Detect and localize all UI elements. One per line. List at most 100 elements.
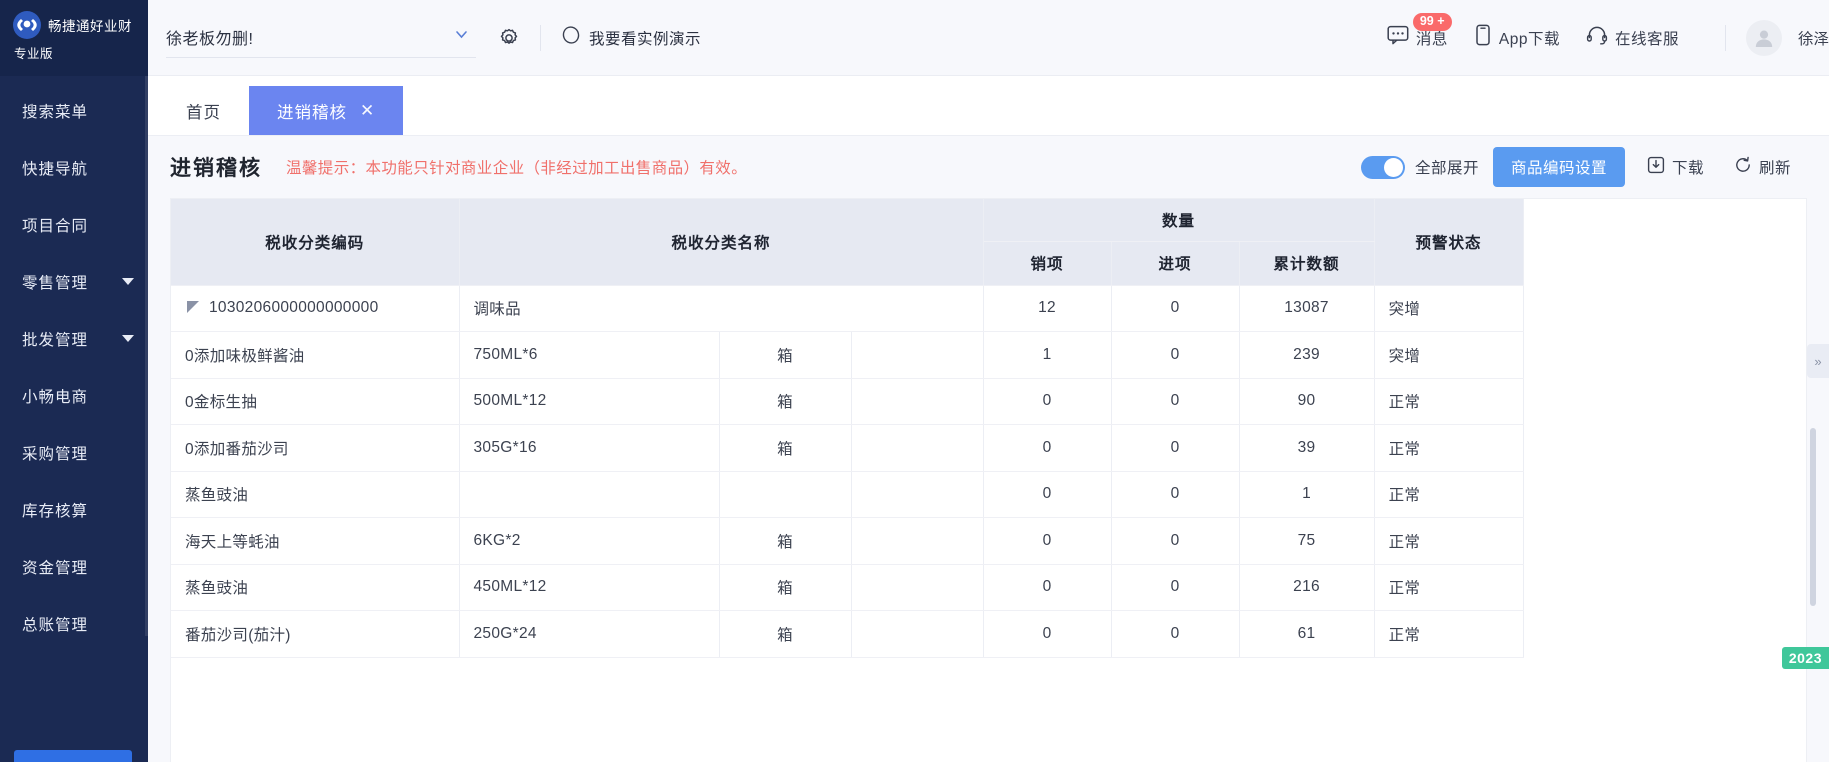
expand-all-toggle[interactable]: 全部展开 — [1360, 155, 1479, 179]
table-row[interactable]: 0添加味极鲜酱油 750ML*6 箱 1 0 239 突增 — [171, 331, 1524, 379]
table-head-row-1: 税收分类编码 税收分类名称 数量 预警状态 — [171, 199, 1524, 286]
sidebar-item-label: 总账管理 — [22, 616, 89, 634]
sidebar-scrollbar[interactable] — [145, 76, 148, 636]
chevron-double-right-icon: » — [1814, 353, 1822, 369]
cell-xiaoxiang: 0 — [983, 610, 1112, 658]
toolbar-actions: 全部展开 商品编码设置 下载 — [1360, 147, 1807, 187]
brand-edition: 专业版 — [14, 47, 54, 61]
year-badge[interactable]: 2023 — [1781, 647, 1829, 669]
table-row[interactable]: 海天上等蚝油 6KG*2 箱 0 0 75 正常 — [171, 517, 1524, 565]
status-badge: 正常 — [1374, 424, 1524, 472]
status-badge: 突增 — [1374, 331, 1524, 379]
th-name[interactable]: 税收分类名称 — [459, 199, 984, 286]
gear-icon[interactable] — [498, 27, 520, 49]
status-badge: 正常 — [1374, 378, 1524, 425]
sidebar-item-retail-management[interactable]: 零售管理 — [0, 253, 148, 310]
content-area: 进销稽核 温馨提示：本功能只针对商业企业（非经过加工出售商品）有效。 全部展开 … — [148, 136, 1829, 762]
table-row[interactable]: 0添加番茄沙司 305G*16 箱 0 0 39 正常 — [171, 424, 1524, 472]
audit-table-wrapper: 税收分类编码 税收分类名称 数量 预警状态 销项 进项 累计数额 — [170, 198, 1807, 762]
sidebar-item-inventory-accounting[interactable]: 库存核算 — [0, 481, 148, 538]
avatar — [1745, 19, 1782, 56]
th-code[interactable]: 税收分类编码 — [171, 199, 460, 286]
mobile-icon — [1474, 24, 1492, 51]
table-row[interactable]: 0金标生抽 500ML*12 箱 0 0 90 正常 — [171, 378, 1524, 425]
cell-product-name: 蒸鱼豉油 — [171, 564, 460, 611]
th-status[interactable]: 预警状态 — [1374, 199, 1524, 286]
org-selector[interactable]: 徐老板勿删! — [166, 18, 476, 58]
cell-product-name: 蒸鱼豉油 — [171, 471, 460, 518]
user-menu[interactable]: 徐泽 — [1745, 19, 1829, 56]
th-quantity-group: 数量 — [983, 199, 1375, 242]
chevron-down-icon — [453, 26, 470, 48]
close-icon[interactable]: ✕ — [360, 100, 376, 120]
table-row[interactable]: 蒸鱼豉油 450ML*12 箱 0 0 216 正常 — [171, 564, 1524, 611]
sidebar-item-fund-management[interactable]: 资金管理 — [0, 538, 148, 595]
cell-unit: 箱 — [719, 610, 852, 658]
sidebar-item-label: 小畅电商 — [22, 388, 89, 406]
cell-spec: 250G*24 — [459, 610, 720, 658]
sidebar-item-label: 批发管理 — [22, 331, 89, 349]
sidebar-item-xiaochang-ecommerce[interactable]: 小畅电商 — [0, 367, 148, 424]
demo-link[interactable]: 我要看实例演示 — [561, 25, 701, 50]
sidebar-item-general-ledger[interactable]: 总账管理 — [0, 595, 148, 652]
download-button[interactable]: 下载 — [1639, 147, 1712, 187]
cell-spec: 750ML*6 — [459, 331, 720, 379]
refresh-button[interactable]: 刷新 — [1726, 147, 1807, 187]
vertical-scrollbar[interactable] — [1810, 428, 1816, 606]
sidebar-item-wholesale-management[interactable]: 批发管理 — [0, 310, 148, 367]
cell-accumulated: 90 — [1239, 378, 1375, 425]
th-jinxiang[interactable]: 进项 — [1111, 241, 1240, 286]
table-row[interactable]: 番茄沙司(茄汁) 250G*24 箱 0 0 61 正常 — [171, 610, 1524, 658]
cell-name: 调味品 — [459, 285, 984, 332]
status-badge: 正常 — [1374, 564, 1524, 611]
cell-xiaoxiang: 0 — [983, 517, 1112, 565]
cell-spec — [459, 471, 720, 518]
cell-blank — [851, 564, 984, 611]
cell-product-name: 0添加番茄沙司 — [171, 424, 460, 472]
sidebar-item-label: 项目合同 — [22, 217, 89, 235]
table-row[interactable]: 蒸鱼豉油 0 0 1 正常 — [171, 471, 1524, 518]
sidebar-item-label: 库存核算 — [22, 502, 89, 520]
cell-jinxiang: 0 — [1111, 564, 1240, 611]
cell-product-name: 0添加味极鲜酱油 — [171, 331, 460, 379]
header-divider-2 — [1724, 24, 1726, 51]
sidebar-item-search-menu[interactable]: 搜索菜单 — [0, 82, 148, 139]
th-xiaoxiang[interactable]: 销项 — [983, 241, 1112, 286]
tab-home[interactable]: 首页 — [158, 86, 249, 135]
cell-jinxiang: 0 — [1111, 610, 1240, 658]
table-head-row-2: 销项 进项 累计数额 — [171, 241, 1523, 286]
chevron-down-icon — [122, 278, 134, 285]
messages-badge: 99 + — [1412, 13, 1452, 31]
page-title: 进销稽核 — [170, 157, 262, 180]
cell-unit — [719, 471, 852, 518]
expand-all-label: 全部展开 — [1414, 160, 1479, 177]
tab-jinxiao-jihe[interactable]: 进销稽核 ✕ — [249, 86, 404, 135]
messages-button[interactable]: 消息 99 + — [1387, 13, 1452, 50]
cell-xiaoxiang: 0 — [983, 564, 1112, 611]
cell-unit: 箱 — [719, 378, 852, 425]
cell-jinxiang: 0 — [1111, 331, 1240, 379]
toggle-switch[interactable] — [1360, 155, 1405, 179]
chevron-down-icon — [122, 335, 134, 342]
cell-blank — [851, 610, 984, 658]
online-service-button[interactable]: 在线客服 — [1586, 25, 1679, 50]
cell-accumulated: 39 — [1239, 424, 1375, 472]
sidebar-item-purchase-management[interactable]: 采购管理 — [0, 424, 148, 481]
cell-code: 1030206000000000000 — [171, 285, 460, 332]
cell-accumulated: 216 — [1239, 564, 1375, 611]
triangle-expanded-icon[interactable] — [187, 301, 199, 314]
cell-jinxiang: 0 — [1111, 378, 1240, 425]
table-row[interactable]: 1030206000000000000 调味品 12 0 13087 突增 — [171, 285, 1524, 332]
app-download-button[interactable]: App下载 — [1474, 24, 1560, 51]
sidebar-item-project-contract[interactable]: 项目合同 — [0, 196, 148, 253]
tab-label: 首页 — [186, 103, 221, 122]
panel-collapse-handle[interactable]: » — [1807, 344, 1829, 378]
sidebar-item-quick-nav[interactable]: 快捷导航 — [0, 139, 148, 196]
th-accumulated[interactable]: 累计数额 — [1239, 241, 1375, 286]
cell-accumulated: 61 — [1239, 610, 1375, 658]
product-code-settings-button[interactable]: 商品编码设置 — [1492, 147, 1625, 187]
sidebar-item-label: 资金管理 — [22, 559, 89, 577]
sidebar-item-label: 零售管理 — [22, 274, 89, 292]
cell-blank — [851, 517, 984, 565]
